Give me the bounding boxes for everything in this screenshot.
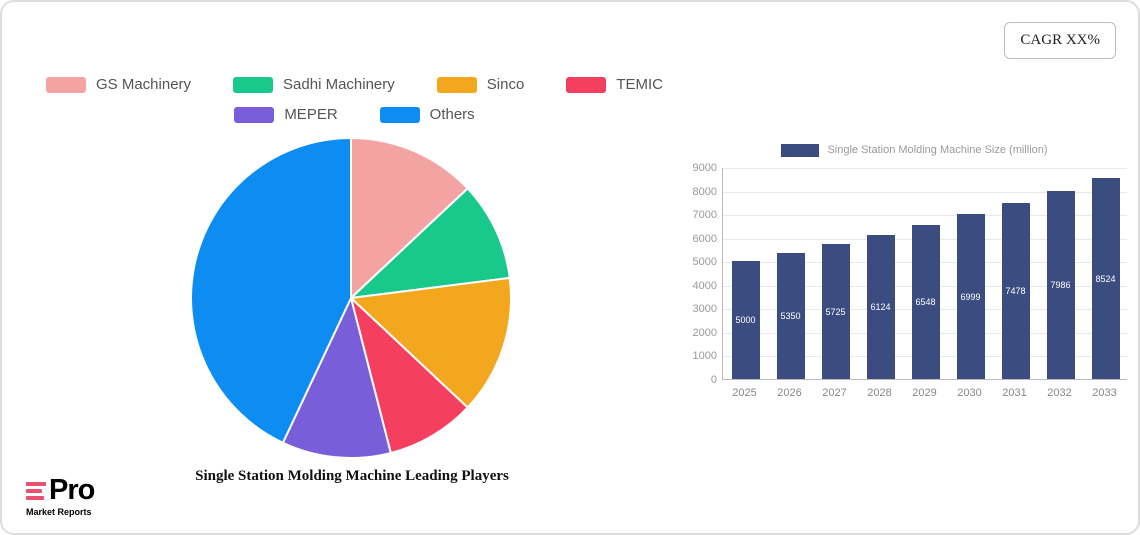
bar-chart: Single Station Molding Machine Size (mil… [692, 142, 1137, 402]
bar-value-label: 6548 [915, 296, 936, 307]
cagr-badge: CAGR XX% [1004, 22, 1116, 59]
bar-value-label: 6999 [960, 291, 981, 302]
bar-value-label: 5350 [780, 310, 801, 321]
y-tick-label: 3000 [692, 303, 717, 316]
bar-2029: 6548 [911, 224, 940, 379]
bar-2027: 5725 [821, 244, 850, 379]
y-tick-label: 7000 [692, 209, 717, 222]
bar-value-label: 5000 [735, 315, 756, 326]
bar-legend-swatch [781, 143, 820, 157]
logo-subtitle: Market Reports [26, 507, 92, 517]
bar-value-label: 7986 [1050, 279, 1071, 290]
logo-row: Pro [26, 474, 95, 506]
pie-chart-title: Single Station Molding Machine Leading P… [195, 468, 509, 484]
x-tick-label: 2032 [1047, 387, 1072, 399]
bar-2031: 7478 [1001, 202, 1030, 379]
legend-label: MEPER [284, 106, 338, 123]
bar-value-label: 8524 [1095, 273, 1116, 284]
bar-value-label: 7478 [1005, 285, 1026, 296]
legend-swatch-temic [566, 76, 607, 93]
y-tick-label: 8000 [692, 185, 717, 198]
gridline [723, 215, 1127, 217]
bar-2030: 6999 [956, 214, 985, 379]
pie-slice-temic [349, 294, 470, 455]
x-tick-label: 2025 [732, 387, 757, 399]
legend-label: Sinco [486, 76, 525, 93]
y-tick-label: 1000 [692, 350, 717, 363]
x-tick-label: 2026 [777, 387, 802, 399]
bar-2033: 8524 [1091, 178, 1120, 379]
pie-legend-item-temic[interactable]: TEMIC [566, 76, 663, 93]
x-tick-label: 2031 [1002, 387, 1027, 399]
y-tick-label: 6000 [692, 232, 717, 245]
y-tick-label: 2000 [692, 326, 717, 339]
legend-label: GS Machinery [96, 76, 192, 93]
bar-chart-legend[interactable]: Single Station Molding Machine Size (mil… [692, 142, 1137, 158]
x-tick-label: 2033 [1092, 387, 1117, 399]
y-tick-label: 5000 [692, 256, 717, 269]
legend-swatch-others [379, 106, 420, 123]
x-tick-label: 2029 [912, 387, 937, 399]
y-tick-label: 0 [710, 374, 717, 386]
legend-swatch-sinco [436, 76, 477, 93]
legend-swatch-sadhi-machinery [233, 76, 274, 93]
pie-legend: GS Machinery Sadhi Machinery Sinco TEMIC MEP… [32, 76, 677, 123]
pie-slice-gs-machinery [350, 136, 470, 301]
pie-legend-item-sadhi-machinery[interactable]: Sadhi Machinery [233, 76, 395, 93]
bar-value-label: 6124 [870, 301, 891, 312]
legend-label: Sadhi Machinery [283, 76, 395, 93]
bar-plot-area: 0 1000 2000 3000 4000 5000 6000 7000 8000 9000 500… [693, 162, 1127, 386]
brand-logo: Pro Market Reports [26, 474, 95, 517]
pie-slice-sinco [348, 276, 513, 409]
pie-chart [190, 136, 513, 459]
bar-x-axis: 2025 2026 2027 2028 2029 2030 2031 2032 2033 [722, 380, 1127, 402]
x-tick-label: 2028 [867, 387, 892, 399]
bar-2025: 5000 [731, 261, 760, 379]
pie-legend-item-others[interactable]: Others [379, 106, 475, 123]
gridline [723, 168, 1127, 169]
pie-legend-item-sinco[interactable]: Sinco [436, 76, 525, 93]
bar-legend-label: Single Station Molding Machine Size (mil… [827, 144, 1048, 156]
pie-legend-item-meper[interactable]: MEPER [234, 106, 338, 123]
x-tick-label: 2030 [957, 387, 982, 399]
bar-value-label: 5725 [825, 306, 846, 317]
pie-slice-sadhi-machinery [348, 187, 511, 300]
logo-name: Pro [49, 474, 95, 506]
legend-label: TEMIC [616, 76, 663, 93]
pie-slice-meper [281, 295, 393, 459]
bar-2032: 7986 [1046, 190, 1075, 379]
bar-2028: 6124 [866, 234, 895, 379]
logo-bars-icon [26, 481, 46, 500]
x-tick-label: 2027 [822, 387, 847, 399]
gridline [723, 191, 1127, 193]
legend-swatch-meper [234, 106, 275, 123]
y-tick-label: 4000 [692, 279, 717, 292]
legend-swatch-gs-machinery [46, 76, 86, 93]
legend-label: Others [429, 106, 475, 123]
y-tick-label: 9000 [692, 162, 717, 174]
pie-slice-others [190, 136, 352, 445]
pie-legend-item-gs-machinery[interactable]: GS Machinery [46, 76, 191, 93]
bar-2026: 5350 [776, 252, 805, 379]
